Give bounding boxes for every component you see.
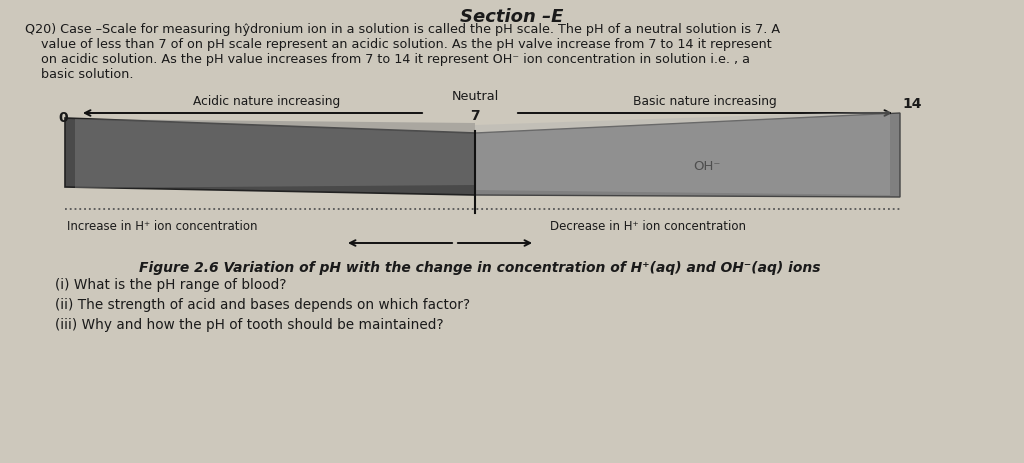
Text: 7: 7: [470, 109, 480, 123]
Text: Q20) Case –Scale for measuring hŷdronium ion in a solution is called the pH scal: Q20) Case –Scale for measuring hŷdronium…: [25, 23, 780, 36]
Text: 14: 14: [902, 97, 922, 111]
Text: Acidic nature increasing: Acidic nature increasing: [194, 95, 341, 108]
Text: (i) What is the pH range of blood?: (i) What is the pH range of blood?: [55, 278, 287, 292]
Polygon shape: [475, 111, 890, 195]
Text: (iii) Why and how the pH of tooth should be maintained?: (iii) Why and how the pH of tooth should…: [55, 318, 443, 332]
Text: OH⁻: OH⁻: [693, 161, 721, 174]
Text: Section –E: Section –E: [461, 8, 563, 26]
Text: (ii) The strength of acid and bases depends on which factor?: (ii) The strength of acid and bases depe…: [55, 298, 470, 312]
Text: value of less than 7 of on pH scale represent an acidic solution. As the pH valv: value of less than 7 of on pH scale repr…: [25, 38, 772, 51]
Text: on acidic solution. As the pH value increases from 7 to 14 it represent OH⁻ ion : on acidic solution. As the pH value incr…: [25, 53, 750, 66]
Polygon shape: [65, 118, 475, 195]
Text: Increase in H⁺ ion concentration: Increase in H⁺ ion concentration: [67, 220, 257, 233]
Text: Neutral: Neutral: [452, 90, 499, 103]
Text: 0: 0: [58, 111, 68, 125]
Text: basic solution.: basic solution.: [25, 68, 133, 81]
Polygon shape: [75, 119, 475, 188]
Text: Decrease in H⁺ ion concentration: Decrease in H⁺ ion concentration: [550, 220, 746, 233]
Text: Figure 2.6 Variation of pH with the change in concentration of H⁺(aq) and OH⁻(aq: Figure 2.6 Variation of pH with the chan…: [139, 261, 821, 275]
Text: Basic nature increasing: Basic nature increasing: [633, 95, 777, 108]
Polygon shape: [475, 113, 900, 197]
